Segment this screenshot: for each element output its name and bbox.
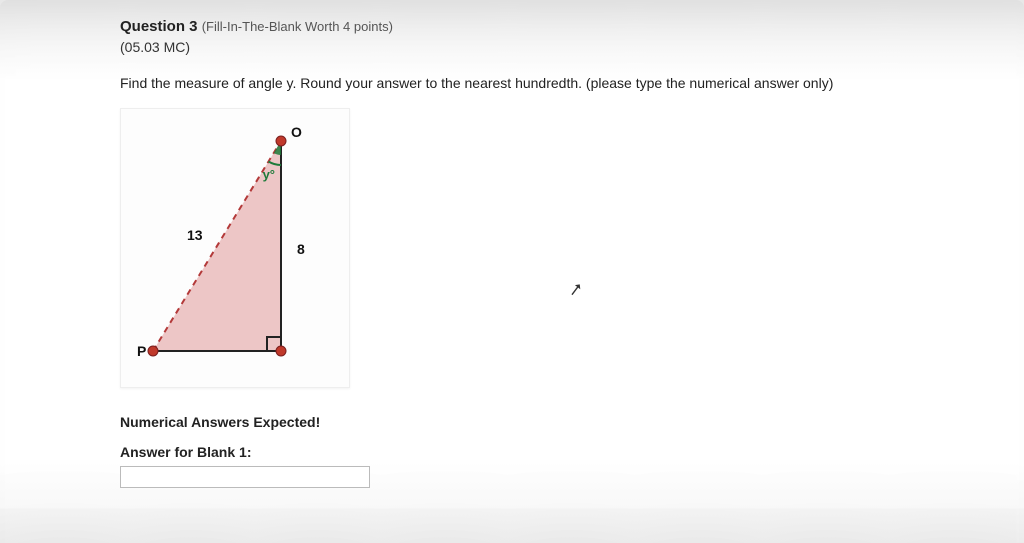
mouse-cursor-icon: ⭧ — [569, 279, 584, 301]
question-prompt: Find the measure of angle y. Round your … — [120, 73, 1024, 94]
svg-text:8: 8 — [297, 241, 305, 257]
numerical-expected-label: Numerical Answers Expected! — [120, 414, 1024, 430]
question-code: (05.03 MC) — [120, 39, 1024, 55]
answer-blank-input[interactable] — [120, 466, 370, 488]
svg-text:P: P — [137, 343, 146, 359]
question-page: Question 3 (Fill-In-The-Blank Worth 4 po… — [0, 0, 1024, 543]
question-title: Question 3 — [120, 18, 198, 35]
svg-text:O: O — [291, 124, 302, 140]
answer-blank-label: Answer for Blank 1: — [120, 444, 1024, 460]
svg-text:13: 13 — [187, 227, 203, 243]
question-header: Question 3 (Fill-In-The-Blank Worth 4 po… — [120, 18, 1024, 35]
question-meta: (Fill-In-The-Blank Worth 4 points) — [202, 19, 393, 34]
triangle-figure: P O 13 8 y° — [120, 108, 350, 388]
svg-text:y°: y° — [263, 167, 275, 182]
triangle-svg: P O 13 8 y° — [121, 109, 351, 389]
